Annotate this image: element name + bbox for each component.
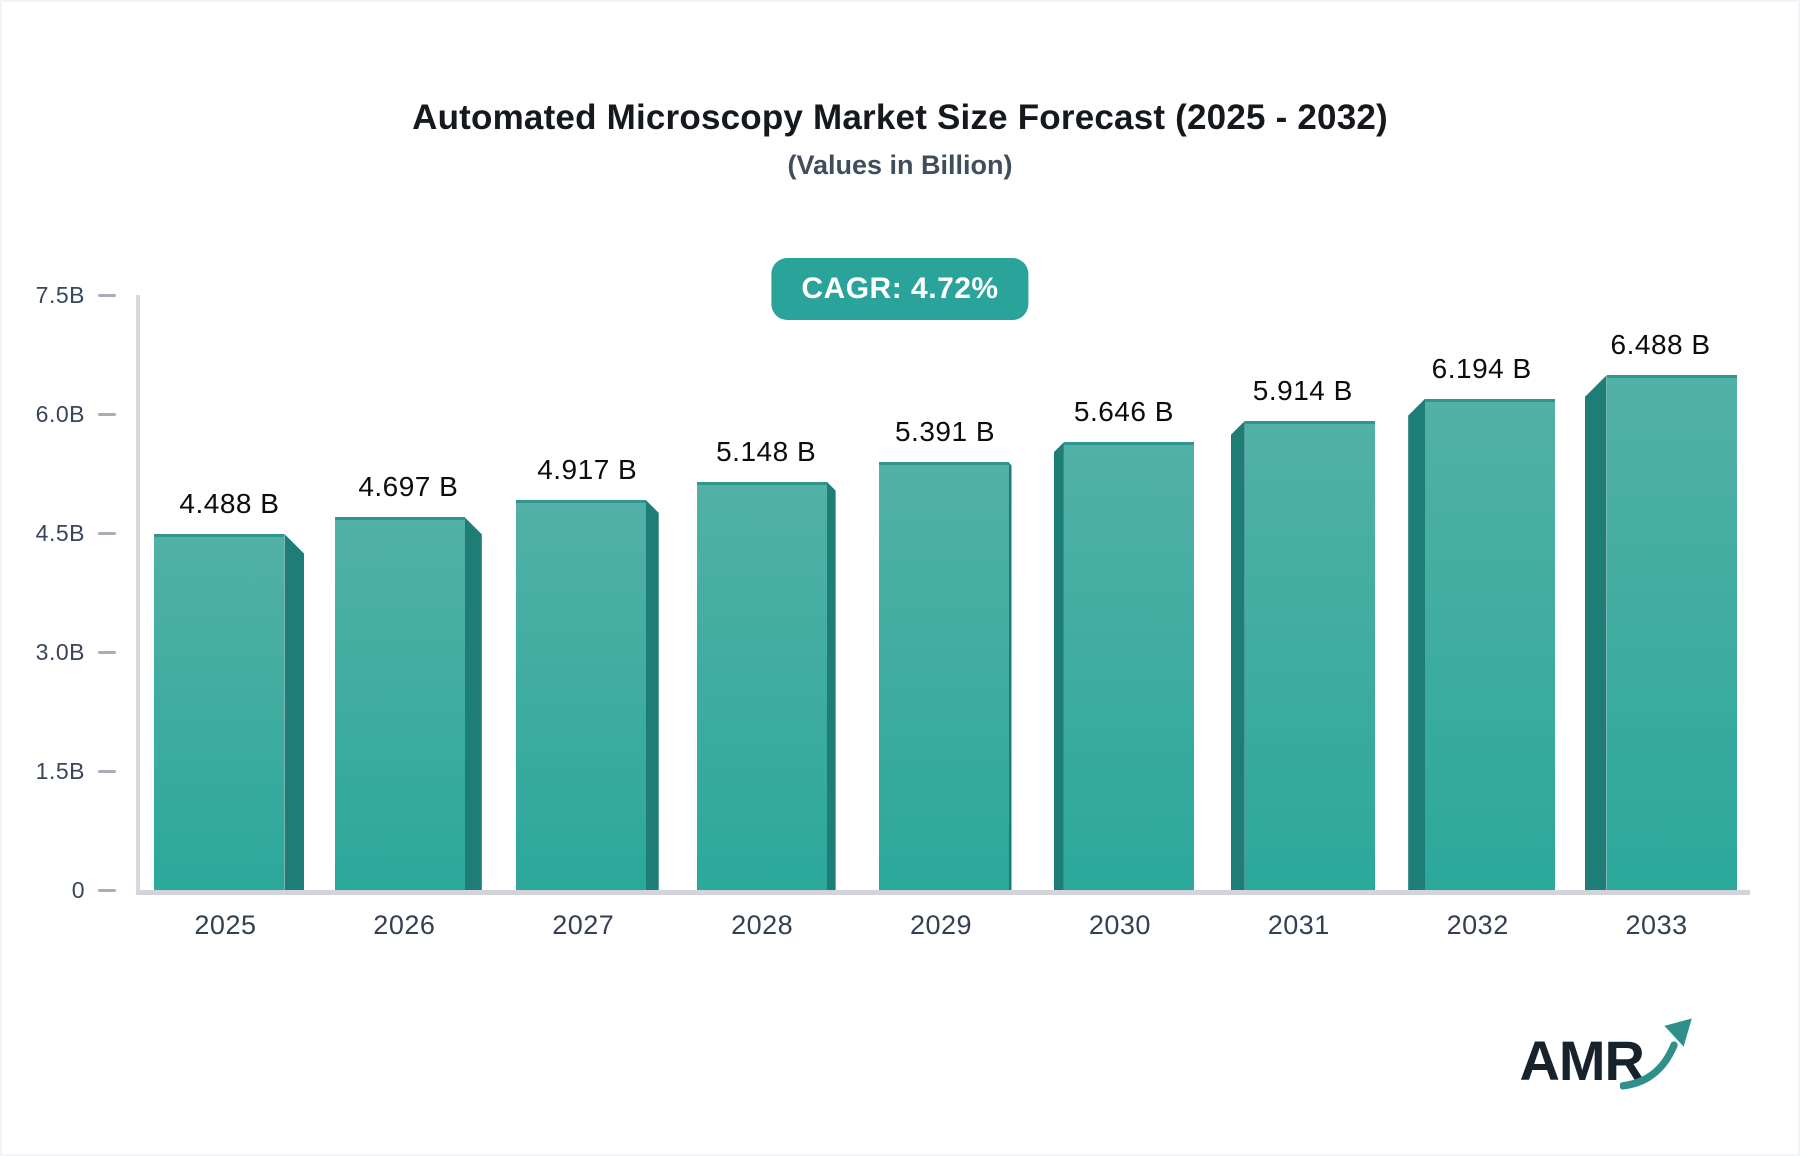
bar-side-face <box>1584 375 1607 890</box>
bar-value-label: 4.917 B <box>537 453 638 485</box>
y-tick-dash <box>98 531 116 535</box>
bar-2025 <box>154 533 305 890</box>
bar-value-label: 6.194 B <box>1431 352 1532 384</box>
bar-face <box>1244 420 1375 890</box>
trend-up-arrow-icon <box>1620 1017 1692 1090</box>
y-tick-dash <box>98 769 116 773</box>
y-tick-label: 0 <box>71 876 85 903</box>
bar-2031 <box>1230 420 1375 890</box>
bar-side-face <box>464 517 482 890</box>
y-tick-dash <box>98 888 116 892</box>
x-axis-labels: 2025 2026 2027 2028 2029 2030 2031 2032 2033 <box>136 910 1746 941</box>
bar-2032 <box>1408 398 1556 890</box>
bar-value-label: 4.697 B <box>358 471 459 503</box>
x-tick-label-2030: 2030 <box>1088 910 1151 940</box>
bar-face <box>1063 442 1194 890</box>
x-tick-label-2027: 2027 <box>552 910 615 940</box>
x-tick-label-2033: 2033 <box>1625 910 1688 940</box>
bar-2029 <box>878 462 1012 890</box>
bar-side-face <box>645 499 659 890</box>
y-tick-dash <box>98 293 116 297</box>
bar-face <box>878 462 1009 890</box>
bar-face <box>334 517 465 890</box>
x-tick-label-2032: 2032 <box>1446 910 1509 940</box>
y-tick-dash <box>98 650 116 654</box>
bar-group-2029: 5.391 B <box>856 295 1035 890</box>
bar-2028 <box>696 481 836 890</box>
bar-value-label: 4.488 B <box>179 487 280 519</box>
x-tick-label-2025: 2025 <box>194 910 257 940</box>
y-tick-label: 1.5B <box>35 757 85 784</box>
bar-value-label: 5.646 B <box>1073 396 1174 428</box>
x-tick-label-2028: 2028 <box>731 910 794 940</box>
bar-side-face <box>1230 420 1245 890</box>
bar-side-face <box>284 533 305 890</box>
bar-group-2025: 4.488 B <box>140 295 319 890</box>
y-tick-label: 6.0B <box>35 400 85 427</box>
bar-face <box>1425 398 1556 890</box>
chart-subtitle: (Values in Billion) <box>787 150 1013 180</box>
bar-group-2027: 4.917 B <box>498 295 677 890</box>
bar-face <box>696 481 827 890</box>
bar-group-2030: 5.646 B <box>1034 295 1213 890</box>
bar-side-face <box>1053 442 1064 890</box>
bar-side-face <box>1408 398 1426 890</box>
chart-title: Automated Microscopy Market Size Forecas… <box>412 98 1388 137</box>
y-tick-label: 3.0B <box>35 638 85 665</box>
bar-2027 <box>515 499 659 890</box>
bar-value-label: 5.391 B <box>894 416 996 448</box>
y-axis: 7.5B 6.0B 4.5B 3.0B 1.5B 0 <box>2 282 132 903</box>
x-tick-label-2026: 2026 <box>373 910 436 940</box>
bar-face <box>154 533 285 890</box>
bar-group-2033: 6.488 B <box>1571 295 1750 890</box>
x-tick-label-2031: 2031 <box>1267 910 1330 940</box>
bar-value-label: 5.148 B <box>716 435 817 467</box>
bar-face <box>515 499 646 890</box>
bar-side-face <box>1008 462 1012 890</box>
bar-group-2028: 5.148 B <box>677 295 856 890</box>
bar-value-label: 6.488 B <box>1610 329 1711 361</box>
bar-2030 <box>1053 442 1194 890</box>
bar-2026 <box>334 517 482 890</box>
plot-area: 4.488 B 4.697 B 4.917 B 5.148 B 5.391 B 5.646… <box>136 295 1750 895</box>
bar-group-2031: 5.914 B <box>1213 295 1392 890</box>
bar-group-2026: 4.697 B <box>319 295 498 890</box>
y-tick-label: 4.5B <box>35 519 85 546</box>
bar-face <box>1606 375 1737 890</box>
x-tick-label-2029: 2029 <box>909 910 973 940</box>
bar-value-label: 5.914 B <box>1252 374 1353 406</box>
brand-logo: AMR <box>1519 1017 1694 1093</box>
y-tick-label: 7.5B <box>35 281 85 308</box>
bar-group-2032: 6.194 B <box>1392 295 1571 890</box>
y-tick-dash <box>98 412 116 416</box>
bar-2033 <box>1584 375 1737 890</box>
bar-side-face <box>826 481 836 890</box>
bar-series: 4.488 B 4.697 B 4.917 B 5.148 B 5.391 B 5.646… <box>140 295 1750 890</box>
cagr-badge: CAGR: 4.72% <box>771 258 1029 320</box>
